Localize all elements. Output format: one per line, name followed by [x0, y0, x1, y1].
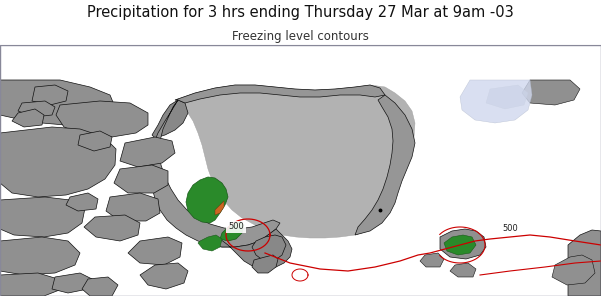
Polygon shape [252, 255, 278, 273]
Polygon shape [120, 137, 175, 167]
Polygon shape [444, 235, 476, 255]
Text: Precipitation for 3 hrs ending Thursday 27 Mar at 9am -03: Precipitation for 3 hrs ending Thursday … [87, 5, 514, 20]
Polygon shape [215, 201, 224, 215]
Polygon shape [56, 101, 148, 137]
Polygon shape [106, 193, 160, 221]
Polygon shape [128, 237, 182, 265]
Text: 500: 500 [228, 223, 244, 231]
Polygon shape [0, 197, 85, 237]
Polygon shape [486, 85, 528, 109]
Polygon shape [52, 273, 92, 293]
Polygon shape [82, 277, 118, 296]
Polygon shape [18, 101, 55, 117]
Polygon shape [175, 85, 385, 103]
Polygon shape [0, 80, 115, 125]
Polygon shape [78, 131, 112, 151]
Polygon shape [150, 100, 280, 247]
Polygon shape [220, 221, 244, 241]
Polygon shape [32, 85, 68, 105]
Polygon shape [0, 273, 62, 296]
Polygon shape [252, 235, 286, 261]
Polygon shape [114, 165, 168, 193]
Polygon shape [0, 127, 116, 197]
Polygon shape [522, 80, 580, 105]
Polygon shape [140, 263, 188, 289]
Polygon shape [568, 230, 601, 296]
Polygon shape [460, 80, 532, 123]
Polygon shape [440, 229, 486, 259]
Polygon shape [175, 85, 415, 238]
Polygon shape [552, 255, 595, 285]
Polygon shape [0, 237, 80, 275]
Polygon shape [84, 215, 140, 241]
Polygon shape [186, 177, 228, 223]
Polygon shape [152, 100, 188, 138]
Text: 500: 500 [502, 224, 518, 234]
Polygon shape [450, 263, 476, 277]
Polygon shape [420, 253, 444, 267]
Text: Freezing level contours: Freezing level contours [232, 30, 369, 44]
Polygon shape [66, 193, 98, 211]
Polygon shape [12, 109, 44, 127]
Polygon shape [355, 95, 415, 235]
Polygon shape [198, 235, 222, 251]
Polygon shape [208, 229, 292, 269]
